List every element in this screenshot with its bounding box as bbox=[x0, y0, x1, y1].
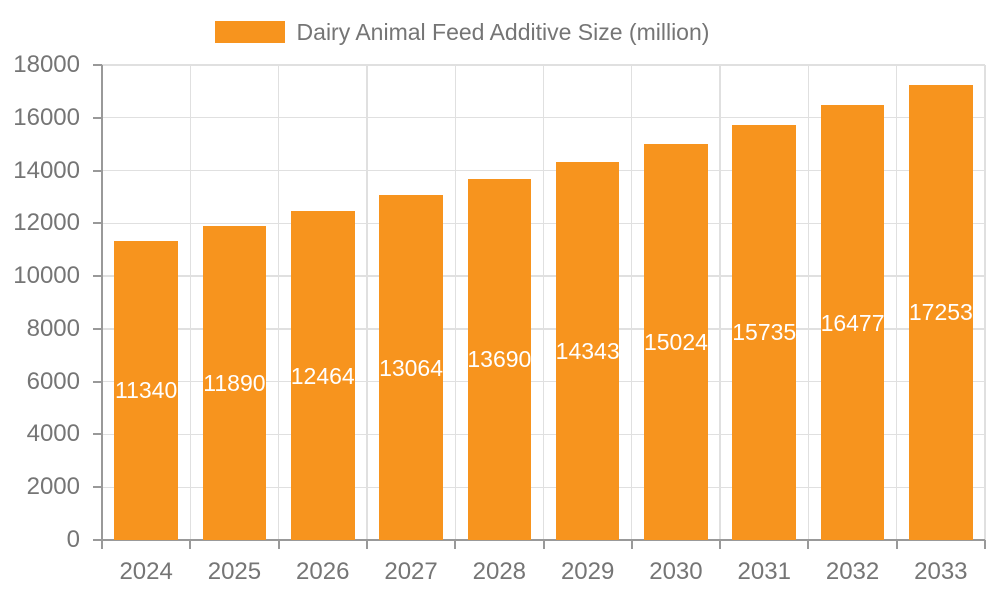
x-axis-label: 2030 bbox=[649, 558, 703, 585]
x-axis-label: 2028 bbox=[472, 558, 527, 585]
y-axis-label: 16000 bbox=[13, 103, 80, 131]
bar-2029 bbox=[555, 161, 620, 540]
bar-value-label: 16477 bbox=[820, 309, 885, 336]
legend-label: Dairy Animal Feed Additive Size (million… bbox=[296, 18, 710, 45]
x-axis-label: 2033 bbox=[914, 558, 968, 585]
x-axis-tick bbox=[454, 540, 457, 549]
bar-value-label: 11890 bbox=[203, 370, 266, 397]
x-axis-tick bbox=[277, 540, 280, 549]
legend-swatch bbox=[214, 21, 285, 43]
bar-2025 bbox=[202, 226, 267, 540]
bar-2033 bbox=[909, 84, 973, 540]
x-axis-tick bbox=[101, 540, 103, 549]
y-axis-tick bbox=[93, 64, 102, 66]
bar-2026 bbox=[290, 211, 355, 540]
v-gridline bbox=[896, 65, 898, 540]
y-axis-label: 18000 bbox=[13, 51, 80, 78]
y-axis-line bbox=[101, 65, 103, 540]
v-gridline bbox=[631, 65, 633, 540]
x-axis-tick bbox=[630, 540, 633, 549]
x-axis-tick bbox=[895, 540, 898, 549]
x-axis-line bbox=[93, 539, 985, 541]
y-axis-label: 2000 bbox=[26, 473, 80, 501]
y-axis-tick bbox=[93, 433, 102, 436]
x-axis-label: 2031 bbox=[737, 558, 791, 585]
bar-2027 bbox=[379, 195, 443, 540]
x-axis-tick bbox=[542, 540, 545, 549]
y-axis-label: 14000 bbox=[13, 156, 80, 184]
x-axis-label: 2027 bbox=[384, 558, 438, 585]
y-axis-label: 0 bbox=[66, 526, 80, 553]
y-axis-tick bbox=[93, 327, 102, 330]
bar-value-label: 14343 bbox=[555, 337, 620, 364]
bar-2030 bbox=[644, 143, 708, 540]
bar-2024 bbox=[114, 240, 178, 540]
bar-value-label: 15735 bbox=[732, 319, 797, 346]
v-gridline bbox=[454, 65, 456, 540]
bar-2031 bbox=[732, 124, 797, 540]
x-axis-tick bbox=[189, 540, 192, 549]
x-axis-tick bbox=[984, 540, 986, 549]
y-axis-tick bbox=[93, 116, 102, 119]
x-axis-label: 2032 bbox=[825, 558, 880, 585]
v-gridline bbox=[807, 65, 810, 540]
bar-2028 bbox=[467, 178, 532, 540]
x-axis-tick bbox=[719, 540, 722, 549]
y-axis-tick bbox=[93, 222, 102, 225]
v-gridline bbox=[984, 65, 986, 540]
legend-item[interactable]: Dairy Animal Feed Additive Size (million… bbox=[0, 18, 962, 46]
x-axis-label: 2029 bbox=[560, 558, 615, 585]
y-axis-tick bbox=[93, 169, 102, 172]
y-axis-label: 6000 bbox=[26, 367, 80, 395]
x-axis-tick bbox=[807, 540, 810, 549]
bar-2032 bbox=[820, 105, 885, 540]
x-axis-label: 2024 bbox=[119, 558, 173, 585]
bar-value-label: 12464 bbox=[290, 362, 355, 389]
bar-value-label: 15024 bbox=[643, 328, 708, 355]
y-axis-tick bbox=[93, 275, 102, 278]
bar-value-label: 13064 bbox=[379, 354, 444, 381]
bar-value-label: 11340 bbox=[115, 377, 178, 404]
x-axis-tick bbox=[365, 540, 368, 549]
v-gridline bbox=[277, 65, 280, 540]
y-axis-tick bbox=[93, 380, 102, 383]
v-gridline bbox=[189, 65, 191, 540]
y-axis-label: 10000 bbox=[13, 262, 80, 290]
y-axis-label: 4000 bbox=[26, 420, 80, 448]
bar-value-label: 17253 bbox=[908, 299, 973, 326]
v-gridline bbox=[366, 65, 368, 540]
x-axis-label: 2026 bbox=[296, 558, 350, 585]
v-gridline bbox=[719, 65, 721, 540]
v-gridline bbox=[542, 65, 545, 540]
y-axis-tick bbox=[93, 486, 102, 489]
y-axis-label: 8000 bbox=[26, 314, 80, 342]
x-axis-label: 2025 bbox=[207, 558, 262, 585]
y-axis-label: 12000 bbox=[13, 209, 80, 237]
h-gridline bbox=[102, 64, 985, 66]
bar-value-label: 13690 bbox=[467, 346, 532, 373]
